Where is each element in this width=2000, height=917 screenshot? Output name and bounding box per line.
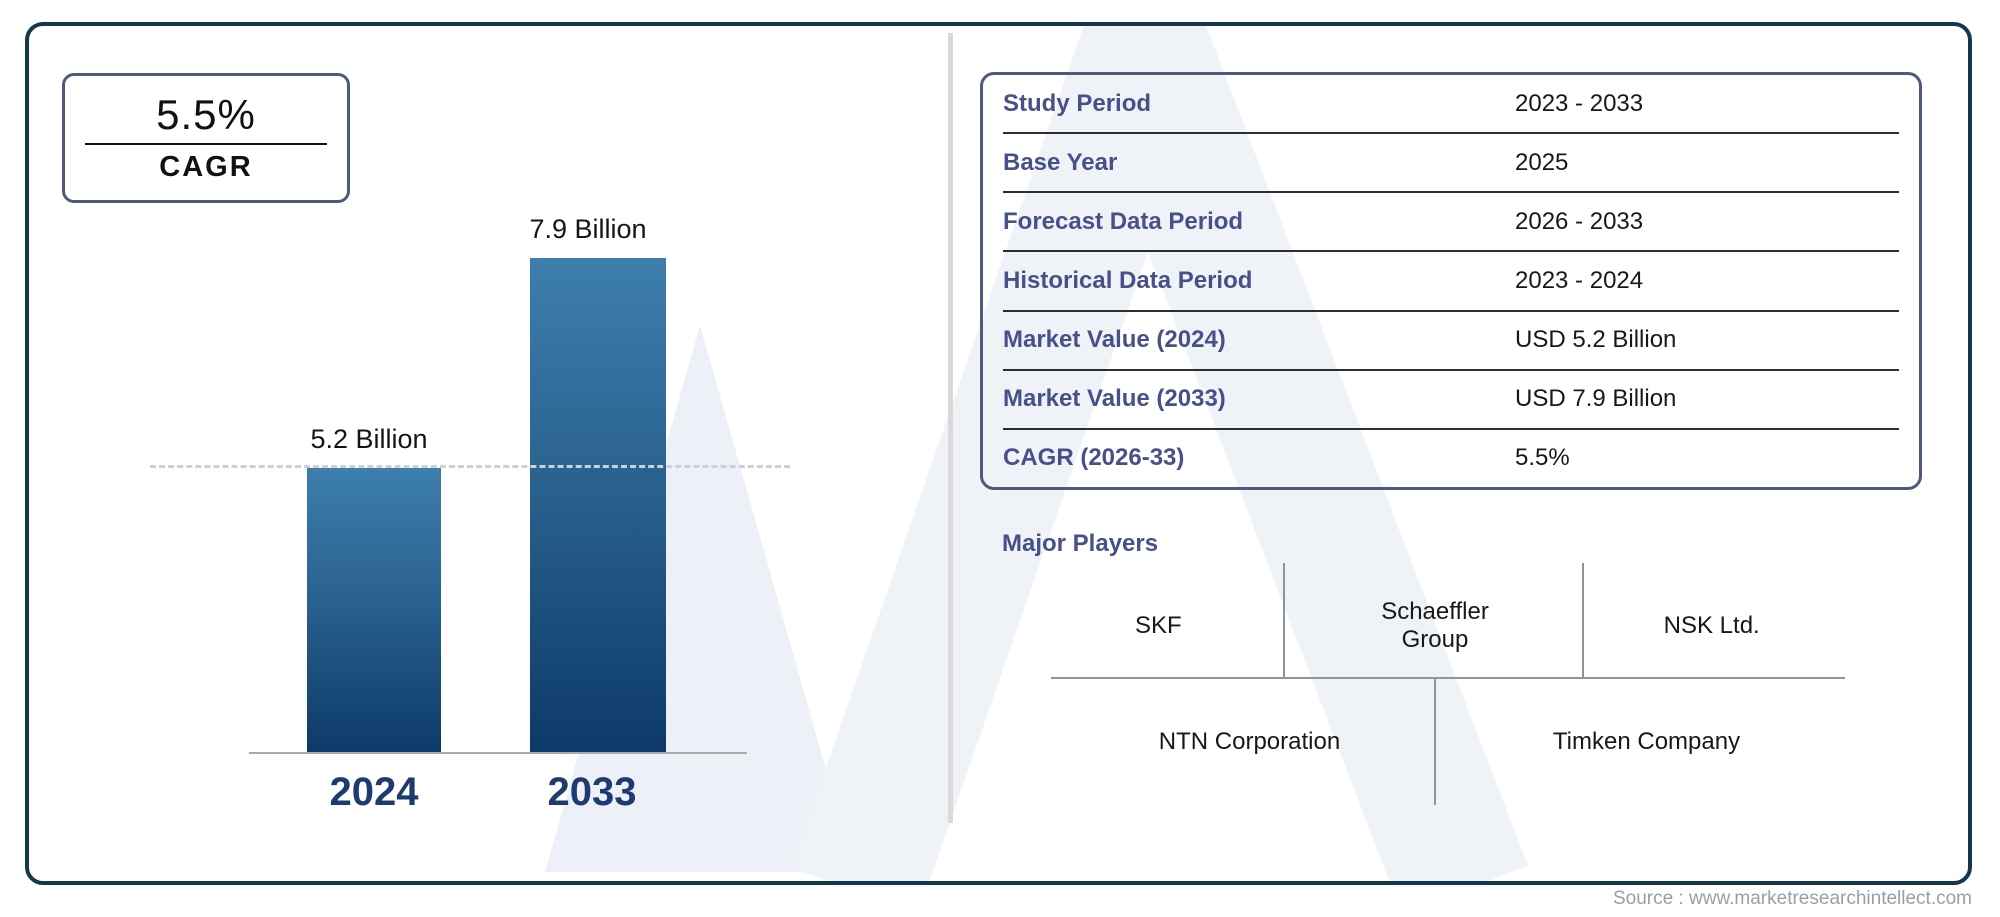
players-divider-horizontal [1051, 677, 1845, 679]
major-players-heading: Major Players [1002, 530, 1159, 557]
major-players-top-row: SKF Schaeffler Group NSK Ltd. [1020, 575, 1850, 677]
cagr-badge-value: 5.5% [156, 91, 256, 139]
table-row: Study Period 2023 - 2033 [1003, 75, 1899, 135]
x-axis-label-2024: 2024 [329, 770, 419, 814]
player-timken-company: Timken Company [1448, 677, 1845, 807]
table-row-value: 2026 - 2033 [1515, 207, 1644, 235]
table-row-label: Historical Data Period [1003, 266, 1253, 294]
table-row: Forecast Data Period 2026 - 2033 [1003, 193, 1899, 253]
cagr-badge-divider [85, 142, 327, 145]
player-schaeffler-group: Schaeffler Group [1297, 575, 1574, 677]
panel-divider [948, 33, 953, 823]
source-attribution: Source : www.marketresearchintellect.com [1612, 888, 1972, 909]
players-divider-vertical-3 [1434, 679, 1436, 805]
table-row-value: 2025 [1515, 148, 1569, 176]
player-name: NSK Ltd. [1663, 612, 1760, 639]
table-row-value: USD 5.2 Billion [1515, 326, 1677, 354]
table-row-label: CAGR (2026-33) [1003, 444, 1185, 472]
players-divider-vertical-2 [1582, 563, 1584, 677]
player-skf: SKF [1020, 575, 1297, 677]
table-row: Market Value (2033) USD 7.9 Billion [1003, 371, 1899, 430]
player-name: SKF [1134, 612, 1182, 639]
players-divider-vertical-1 [1283, 563, 1285, 677]
x-axis-line [249, 752, 747, 754]
bar-2033 [530, 258, 666, 753]
reference-dashed-line [150, 465, 790, 468]
table-row-label: Market Value (2024) [1003, 326, 1226, 354]
table-row: Base Year 2025 [1003, 134, 1899, 194]
cagr-badge: 5.5% CAGR [62, 73, 350, 203]
cagr-badge-label: CAGR [159, 150, 253, 183]
report-info-table: Study Period 2023 - 2033 Base Year 2025 … [980, 72, 1922, 490]
table-row: Market Value (2024) USD 5.2 Billion [1003, 312, 1899, 371]
table-row-label: Forecast Data Period [1003, 207, 1244, 235]
table-row-value: 2023 - 2024 [1515, 266, 1644, 294]
table-row-value: 2023 - 2033 [1515, 89, 1644, 117]
table-row-value: USD 7.9 Billion [1515, 385, 1677, 413]
player-nsk-ltd: NSK Ltd. [1573, 575, 1850, 677]
table-row-label: Market Value (2033) [1003, 385, 1226, 413]
x-axis-label-2033: 2033 [547, 770, 637, 814]
table-row: CAGR (2026-33) 5.5% [1003, 430, 1899, 487]
major-players-bottom-row: NTN Corporation Timken Company [1051, 677, 1845, 807]
bar-2024 [307, 468, 441, 753]
player-name: NTN Corporation [1158, 728, 1341, 755]
table-row-label: Base Year [1003, 148, 1118, 176]
bar-value-label-2024: 5.2 Billion [310, 424, 428, 454]
player-ntn-corporation: NTN Corporation [1051, 677, 1448, 807]
bar-value-label-2033: 7.9 Billion [529, 214, 647, 244]
player-name: Schaeffler Group [1381, 598, 1489, 653]
table-row-label: Study Period [1003, 89, 1152, 117]
player-name: Timken Company [1552, 728, 1741, 755]
table-row-value: 5.5% [1515, 444, 1570, 472]
table-row: Historical Data Period 2023 - 2024 [1003, 252, 1899, 312]
